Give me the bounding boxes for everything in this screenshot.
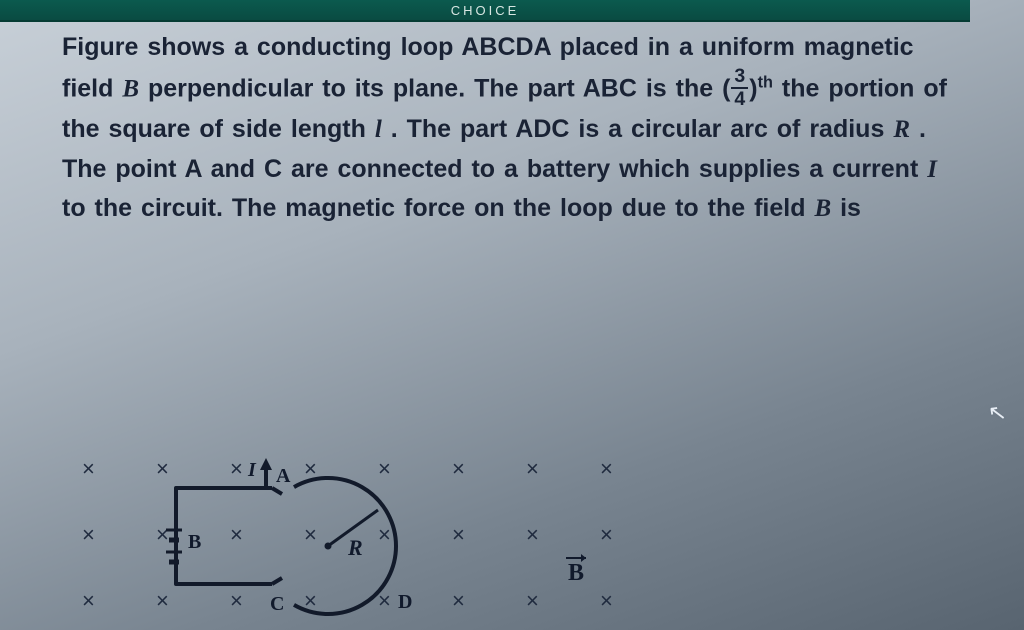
- svg-text:×: ×: [82, 588, 95, 613]
- svg-text:×: ×: [526, 456, 539, 481]
- svg-text:×: ×: [600, 522, 613, 547]
- svg-text:×: ×: [452, 588, 465, 613]
- svg-text:×: ×: [526, 522, 539, 547]
- svg-text:B: B: [188, 531, 201, 553]
- question-block: Figure shows a conducting loop ABCDA pla…: [62, 28, 960, 229]
- svg-text:×: ×: [452, 522, 465, 547]
- svg-text:×: ×: [452, 456, 465, 481]
- svg-text:×: ×: [230, 456, 243, 481]
- svg-text:×: ×: [230, 588, 243, 613]
- svg-text:×: ×: [82, 522, 95, 547]
- svg-text:×: ×: [82, 456, 95, 481]
- question-text: Figure shows a conducting loop ABCDA pla…: [62, 28, 960, 229]
- svg-text:×: ×: [378, 522, 391, 547]
- svg-text:×: ×: [156, 456, 169, 481]
- svg-text:×: ×: [378, 456, 391, 481]
- svg-text:A: A: [276, 465, 291, 487]
- header-title: CHOICE: [451, 3, 520, 18]
- svg-text:R: R: [347, 535, 363, 560]
- header-bar: CHOICE: [0, 0, 970, 22]
- svg-text:×: ×: [230, 522, 243, 547]
- svg-text:I: I: [247, 459, 257, 481]
- svg-text:×: ×: [156, 588, 169, 613]
- svg-text:×: ×: [600, 588, 613, 613]
- loop-figure: ××××××××××××××××××××××××RIABCDB: [70, 450, 630, 630]
- svg-text:C: C: [270, 593, 284, 615]
- svg-text:B: B: [568, 560, 584, 586]
- svg-text:×: ×: [156, 522, 169, 547]
- svg-text:×: ×: [304, 522, 317, 547]
- cursor-icon: ↖: [986, 399, 1008, 427]
- figure-svg: ××××××××××××××××××××××××RIABCDB: [70, 450, 630, 630]
- svg-text:×: ×: [600, 456, 613, 481]
- svg-text:×: ×: [526, 588, 539, 613]
- svg-text:D: D: [398, 591, 412, 613]
